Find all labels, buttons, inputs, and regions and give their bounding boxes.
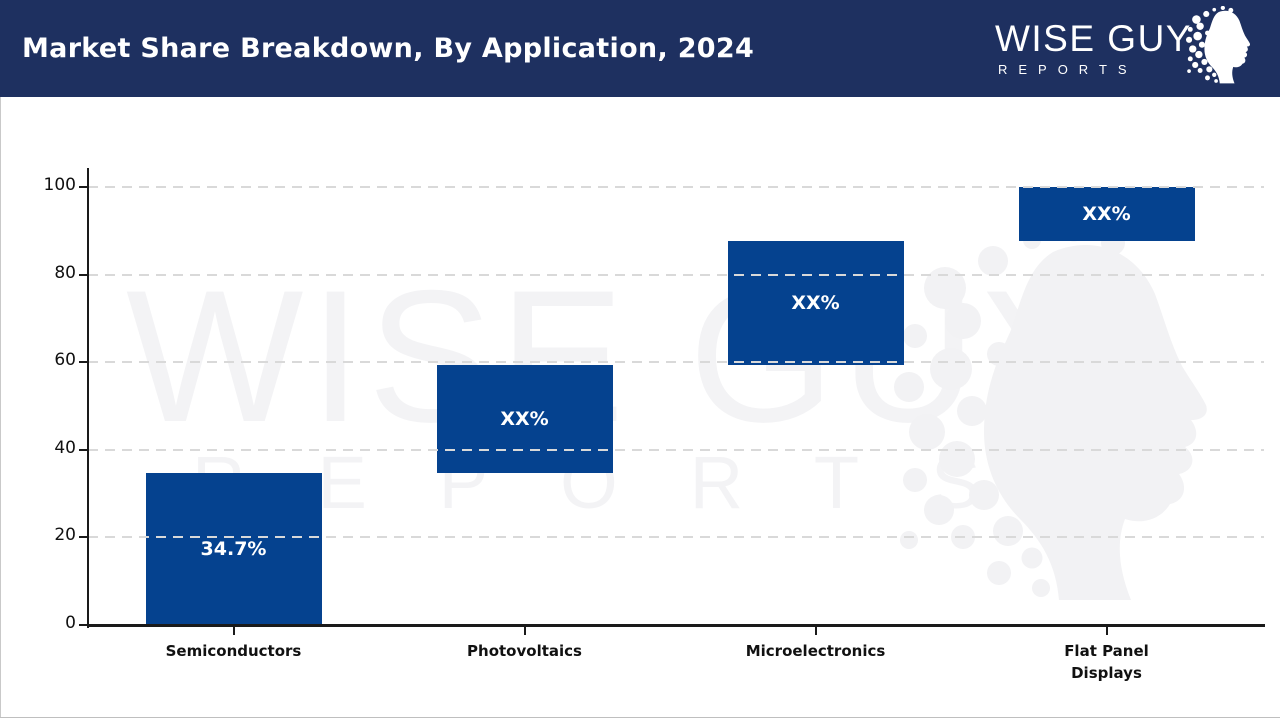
y-tick-mark xyxy=(79,536,88,539)
waterfall-bar: XX% xyxy=(727,240,904,366)
category-label: Microelectronics xyxy=(745,642,886,660)
y-tick-mark xyxy=(79,624,88,626)
wiseguy-logo: WISE GUY REPORTS xyxy=(995,6,1258,92)
x-tick-mark xyxy=(814,627,817,635)
figure-left-border xyxy=(0,97,1,718)
x-tick-mark xyxy=(523,627,526,635)
bar-value-label: XX% xyxy=(791,292,840,315)
gridline xyxy=(88,273,1264,276)
bar-value-label: XX% xyxy=(500,408,549,431)
waterfall-bar: XX% xyxy=(1018,187,1195,241)
y-tick-mark xyxy=(79,361,88,364)
logo-wordmark: WISE GUY xyxy=(994,18,1192,59)
y-axis-line xyxy=(87,168,89,628)
x-axis-line xyxy=(87,624,1265,627)
category-label: Flat Panel Displays xyxy=(1064,642,1149,682)
wiseguy-head-icon xyxy=(1184,6,1258,92)
chart-title: Market Share Breakdown, By Application, … xyxy=(22,33,755,64)
logo-text: WISE GUY REPORTS xyxy=(995,20,1192,77)
category-label: Semiconductors xyxy=(165,642,302,660)
gridline xyxy=(88,448,1264,451)
y-tick-label: 40 xyxy=(54,437,76,458)
y-tick-label: 80 xyxy=(54,262,76,283)
y-tick-label: 20 xyxy=(54,525,76,546)
y-tick-label: 0 xyxy=(65,613,76,633)
gridline xyxy=(88,186,1264,188)
y-tick-mark xyxy=(79,273,88,276)
figure-bottom-border xyxy=(0,717,1280,718)
x-tick-mark xyxy=(232,627,235,635)
header-bar: Market Share Breakdown, By Application, … xyxy=(0,0,1280,97)
x-tick-mark xyxy=(1105,627,1108,635)
bar-value-label: XX% xyxy=(1082,202,1131,225)
logo-subtext: REPORTS xyxy=(997,62,1138,77)
y-tick-mark xyxy=(79,448,88,451)
bar-value-label: 34.7% xyxy=(200,537,267,560)
waterfall-bar: 34.7% xyxy=(145,473,322,625)
y-tick-label: 100 xyxy=(43,175,76,195)
gridline xyxy=(88,536,1264,539)
gridline xyxy=(88,361,1264,364)
waterfall-bar: XX% xyxy=(436,365,613,473)
y-tick-label: 60 xyxy=(54,350,76,371)
category-label: Photovoltaics xyxy=(467,642,582,660)
y-tick-mark xyxy=(79,186,88,188)
